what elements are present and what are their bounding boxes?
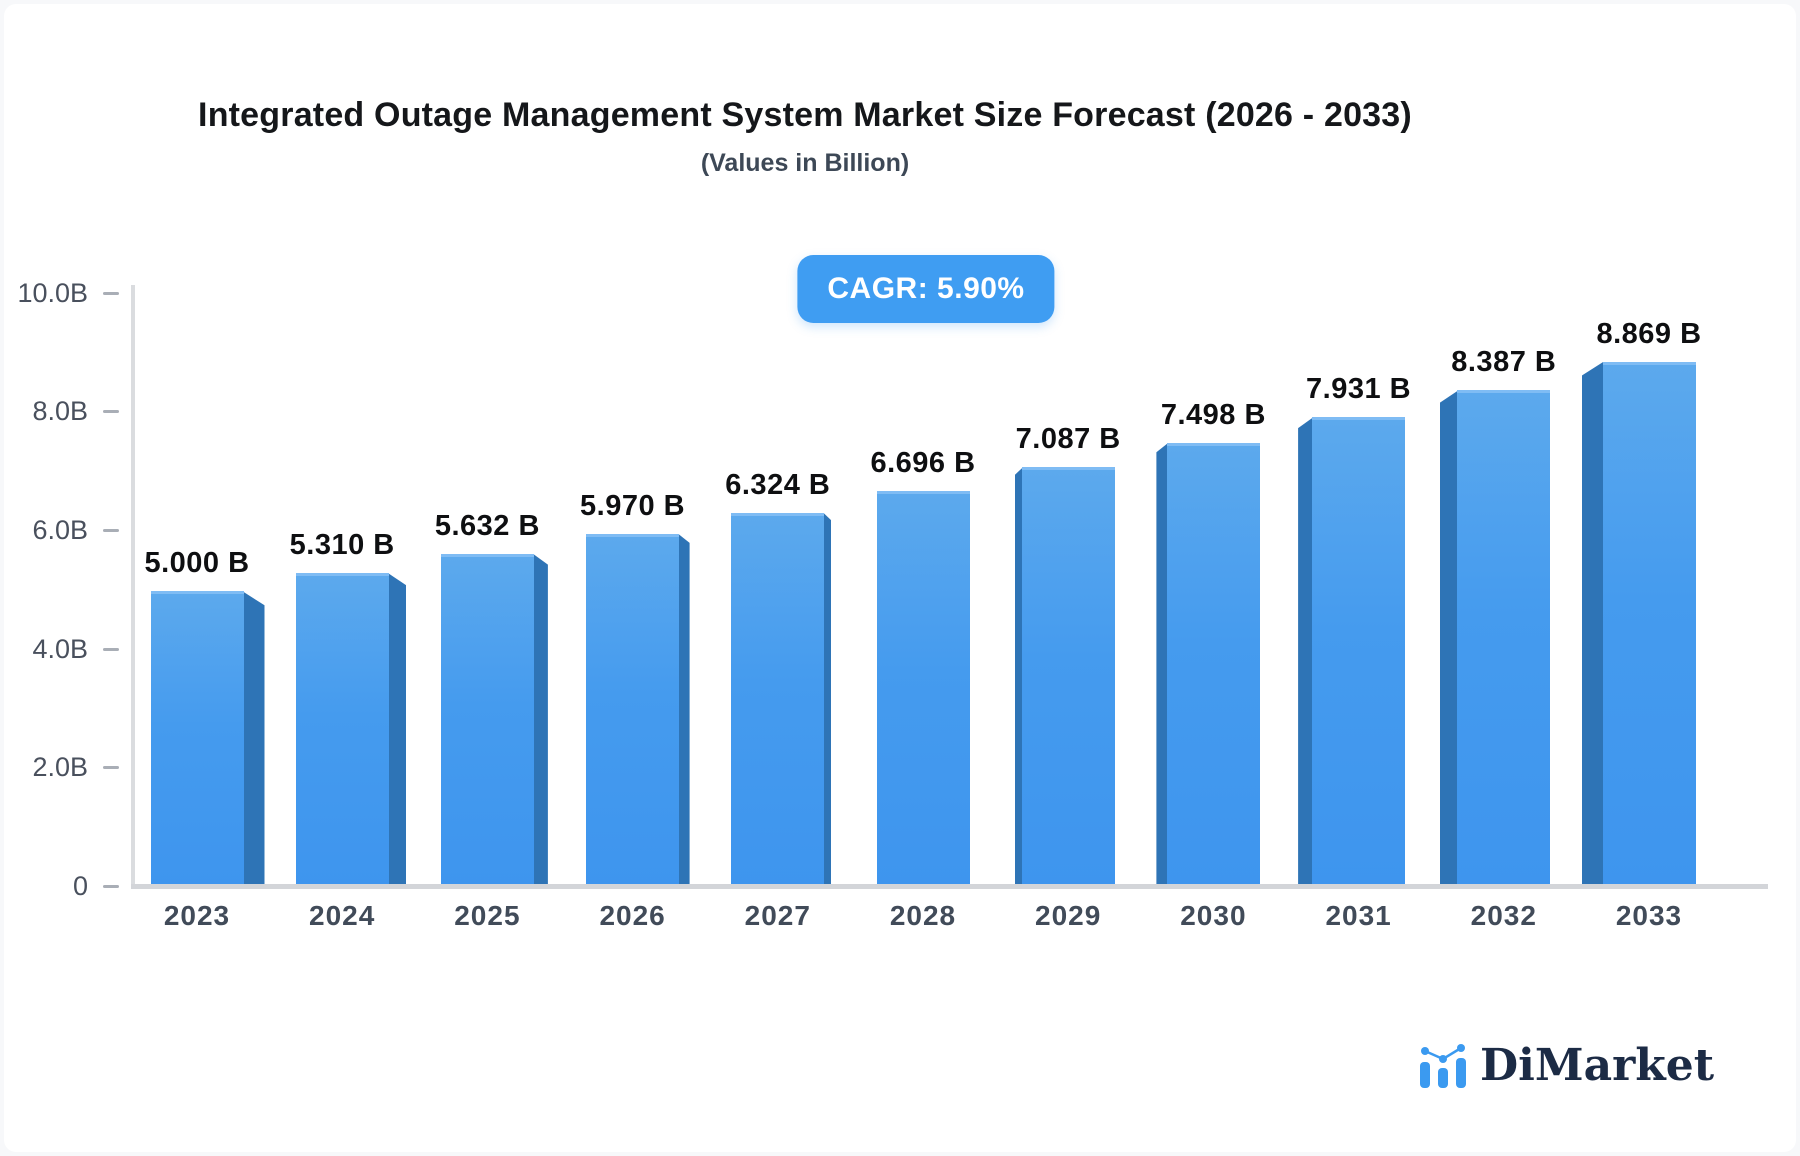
y-axis-label: 6.0B bbox=[32, 514, 88, 545]
bar-2026 bbox=[586, 533, 680, 888]
x-axis-line bbox=[131, 884, 1768, 889]
bar-value-label-2026: 5.970 B bbox=[580, 489, 686, 522]
bar-2033 bbox=[1602, 361, 1696, 888]
x-axis-label-2028: 2028 bbox=[889, 900, 957, 931]
bar-side-2027 bbox=[823, 512, 832, 888]
bar-value-label-2030: 7.498 B bbox=[1160, 399, 1266, 432]
bar-side-2032 bbox=[1439, 390, 1459, 888]
chart-subtitle: (Values in Billion) bbox=[700, 149, 910, 177]
x-axis-label-2023: 2023 bbox=[163, 900, 231, 931]
y-axis-tick bbox=[103, 885, 119, 888]
y-axis-tick bbox=[103, 528, 119, 532]
y-axis-tick bbox=[103, 766, 119, 770]
cagr-badge: CAGR: 5.90% bbox=[797, 255, 1055, 323]
bar-value-label-2029: 7.087 B bbox=[1015, 423, 1121, 456]
bar-2027 bbox=[731, 512, 825, 888]
bar-side-2023 bbox=[242, 591, 265, 888]
x-axis-label-2024: 2024 bbox=[309, 900, 376, 931]
y-axis-line bbox=[131, 285, 135, 888]
bar-value-label-2025: 5.632 B bbox=[434, 509, 540, 542]
x-axis-label-2026: 2026 bbox=[599, 900, 666, 931]
bar-side-2026 bbox=[678, 533, 690, 888]
bar-side-2030 bbox=[1156, 443, 1168, 888]
x-axis-label-2029: 2029 bbox=[1035, 900, 1102, 931]
x-axis-label-2033: 2033 bbox=[1615, 900, 1683, 931]
y-axis-tick bbox=[103, 647, 119, 651]
bar-value-label-2027: 6.324 B bbox=[725, 468, 831, 501]
bar-2023 bbox=[150, 591, 244, 888]
bar-value-label-2033: 8.869 B bbox=[1596, 317, 1702, 350]
brand-logo: DiMarket bbox=[1418, 1042, 1714, 1088]
bar-value-label-2028: 6.696 B bbox=[870, 446, 976, 479]
bar-value-label-2024: 5.310 B bbox=[289, 528, 395, 561]
x-axis-label-2031: 2031 bbox=[1325, 900, 1392, 931]
bar-chart-logo-icon bbox=[1420, 1044, 1466, 1088]
bar-2031 bbox=[1312, 417, 1406, 888]
bar-side-2025 bbox=[532, 553, 548, 888]
bar-2029 bbox=[1021, 467, 1115, 888]
bar-2028 bbox=[876, 490, 970, 888]
y-axis-label: 0 bbox=[72, 871, 88, 901]
bar-2024 bbox=[295, 572, 389, 888]
y-axis-label: 2.0B bbox=[32, 752, 88, 783]
bar-2032 bbox=[1457, 390, 1551, 888]
y-axis-tick bbox=[103, 291, 119, 295]
x-axis-label-2030: 2030 bbox=[1180, 900, 1247, 931]
bar-2025 bbox=[440, 553, 534, 888]
chart-title: Integrated Outage Management System Mark… bbox=[198, 96, 1412, 134]
bar-2030 bbox=[1166, 443, 1260, 888]
x-axis-label-2032: 2032 bbox=[1470, 900, 1537, 931]
bar-value-label-2023: 5.000 B bbox=[144, 547, 250, 580]
brand-logo-text: DiMarket bbox=[1480, 1040, 1715, 1091]
y-axis-label: 8.0B bbox=[32, 396, 88, 427]
chart-header: Integrated Outage Management System Mark… bbox=[0, 0, 1610, 178]
bar-side-2033 bbox=[1581, 361, 1604, 888]
bar-value-label-2032: 8.387 B bbox=[1451, 346, 1557, 379]
bar-side-2029 bbox=[1014, 467, 1023, 888]
bar-side-2031 bbox=[1298, 417, 1314, 888]
x-axis-label-2027: 2027 bbox=[744, 900, 811, 931]
y-axis-label: 4.0B bbox=[32, 633, 88, 664]
x-axis-label-2025: 2025 bbox=[454, 900, 521, 931]
y-axis-tick bbox=[103, 410, 119, 414]
y-axis-label: 10.0B bbox=[17, 277, 88, 308]
bar-value-label-2031: 7.931 B bbox=[1306, 373, 1412, 406]
bar-side-2024 bbox=[387, 572, 407, 888]
